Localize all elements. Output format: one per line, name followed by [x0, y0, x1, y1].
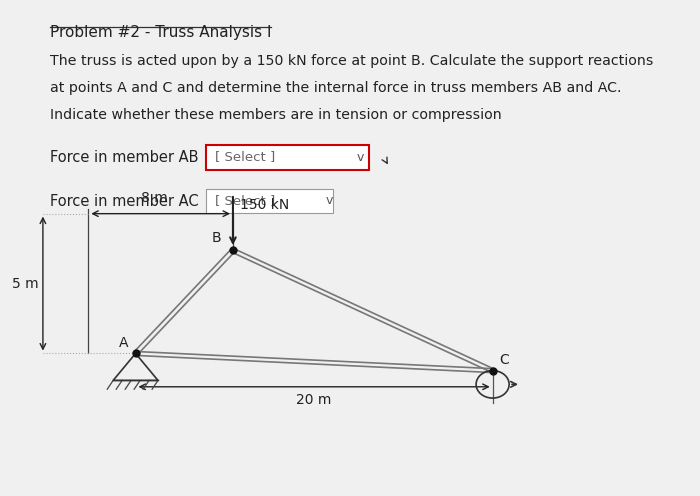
- Text: C: C: [500, 353, 510, 367]
- Text: 8 m: 8 m: [141, 191, 168, 205]
- Text: A: A: [119, 335, 129, 350]
- Text: The truss is acted upon by a 150 kN force at point B. Calculate the support reac: The truss is acted upon by a 150 kN forc…: [50, 54, 653, 68]
- Text: Problem #2 - Truss Analysis I: Problem #2 - Truss Analysis I: [50, 25, 272, 40]
- Text: Force in member AB: Force in member AB: [50, 150, 199, 165]
- Text: 150 kN: 150 kN: [240, 198, 289, 212]
- Text: v: v: [357, 150, 364, 164]
- FancyBboxPatch shape: [206, 145, 369, 170]
- Text: [ Select ]: [ Select ]: [215, 194, 276, 207]
- Text: B: B: [211, 231, 221, 245]
- Text: Indicate whether these members are in tension or compression: Indicate whether these members are in te…: [50, 108, 502, 122]
- Text: v: v: [326, 194, 333, 207]
- Text: 5 m: 5 m: [12, 277, 38, 291]
- FancyBboxPatch shape: [206, 189, 333, 213]
- Text: at points A and C and determine the internal force in truss members AB and AC.: at points A and C and determine the inte…: [50, 81, 622, 95]
- Text: [ Select ]: [ Select ]: [215, 150, 276, 164]
- Text: 20 m: 20 m: [296, 393, 332, 407]
- Text: Force in member AC: Force in member AC: [50, 194, 199, 209]
